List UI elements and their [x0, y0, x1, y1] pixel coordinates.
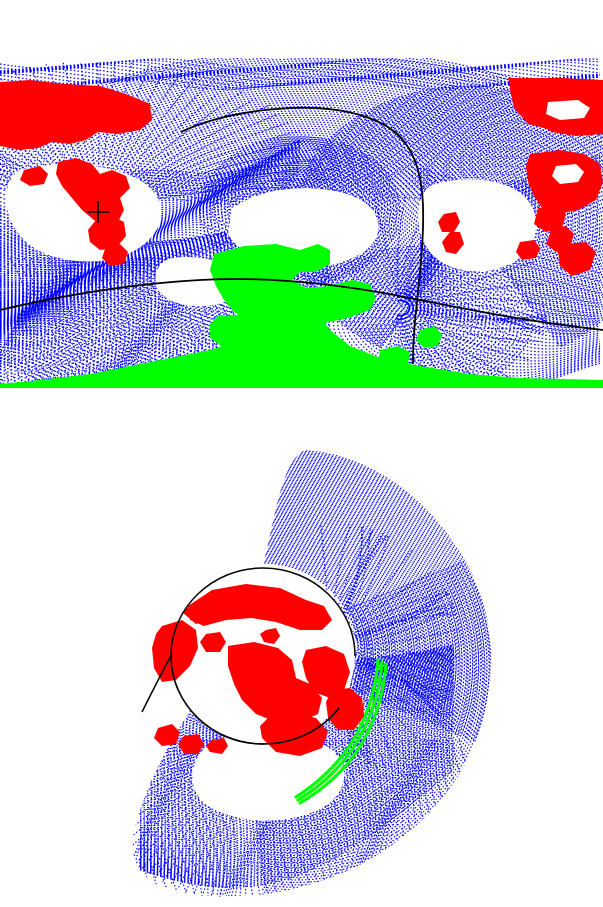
globe-orthographic-projection[interactable]: [100, 440, 500, 907]
red-continent-central-2: [230, 648, 286, 688]
red-continent-west: [152, 620, 198, 682]
red-island-w: [20, 166, 48, 186]
green-patch-right-2: [416, 326, 442, 348]
red-island-n: [260, 628, 280, 644]
red-regions: [0, 78, 603, 276]
green-patch-right: [378, 346, 410, 368]
great-circle-arc-lower: [0, 278, 603, 331]
red-region-e-2: [534, 206, 566, 232]
red-region-e-5: [516, 240, 540, 260]
red-region-w-peninsula-2: [88, 216, 126, 250]
globe-outline: [141, 567, 356, 745]
great-circle-arc-upper: [180, 106, 425, 365]
globe-svg: [100, 440, 500, 907]
red-region-w-tip: [102, 244, 128, 266]
green-region-central: [210, 244, 376, 328]
red-region-e-void: [552, 164, 584, 184]
red-continent-south: [260, 712, 328, 756]
red-region-w-peninsula: [56, 158, 130, 228]
crosshair-marker[interactable]: [87, 201, 109, 223]
great-circle-arcs: [0, 106, 603, 365]
contour-field-blue: [0, 58, 603, 388]
red-region-ne-void: [546, 100, 590, 120]
globe-red-regions: [152, 584, 364, 756]
green-terminator-streak: [294, 658, 388, 805]
green-region-south-band: [0, 308, 603, 388]
green-region-central-tail: [240, 354, 318, 382]
red-sliver-e-2: [442, 232, 464, 254]
world-map-cylindrical-projection[interactable]: [0, 58, 603, 388]
red-continent-east-2: [326, 688, 364, 730]
red-region-e-4: [558, 242, 596, 276]
red-continent-east: [302, 646, 350, 698]
green-regions: [0, 244, 603, 388]
red-island-sw-3: [206, 738, 228, 754]
green-region-central-lower: [210, 314, 300, 354]
red-continent-north-2: [182, 592, 316, 626]
red-island-nw: [200, 632, 226, 652]
red-island-sw-2: [178, 734, 204, 754]
red-region-nw-2: [0, 82, 150, 142]
red-island-sw: [154, 724, 180, 746]
red-sliver-e: [438, 212, 460, 232]
map-svg: [0, 58, 603, 388]
